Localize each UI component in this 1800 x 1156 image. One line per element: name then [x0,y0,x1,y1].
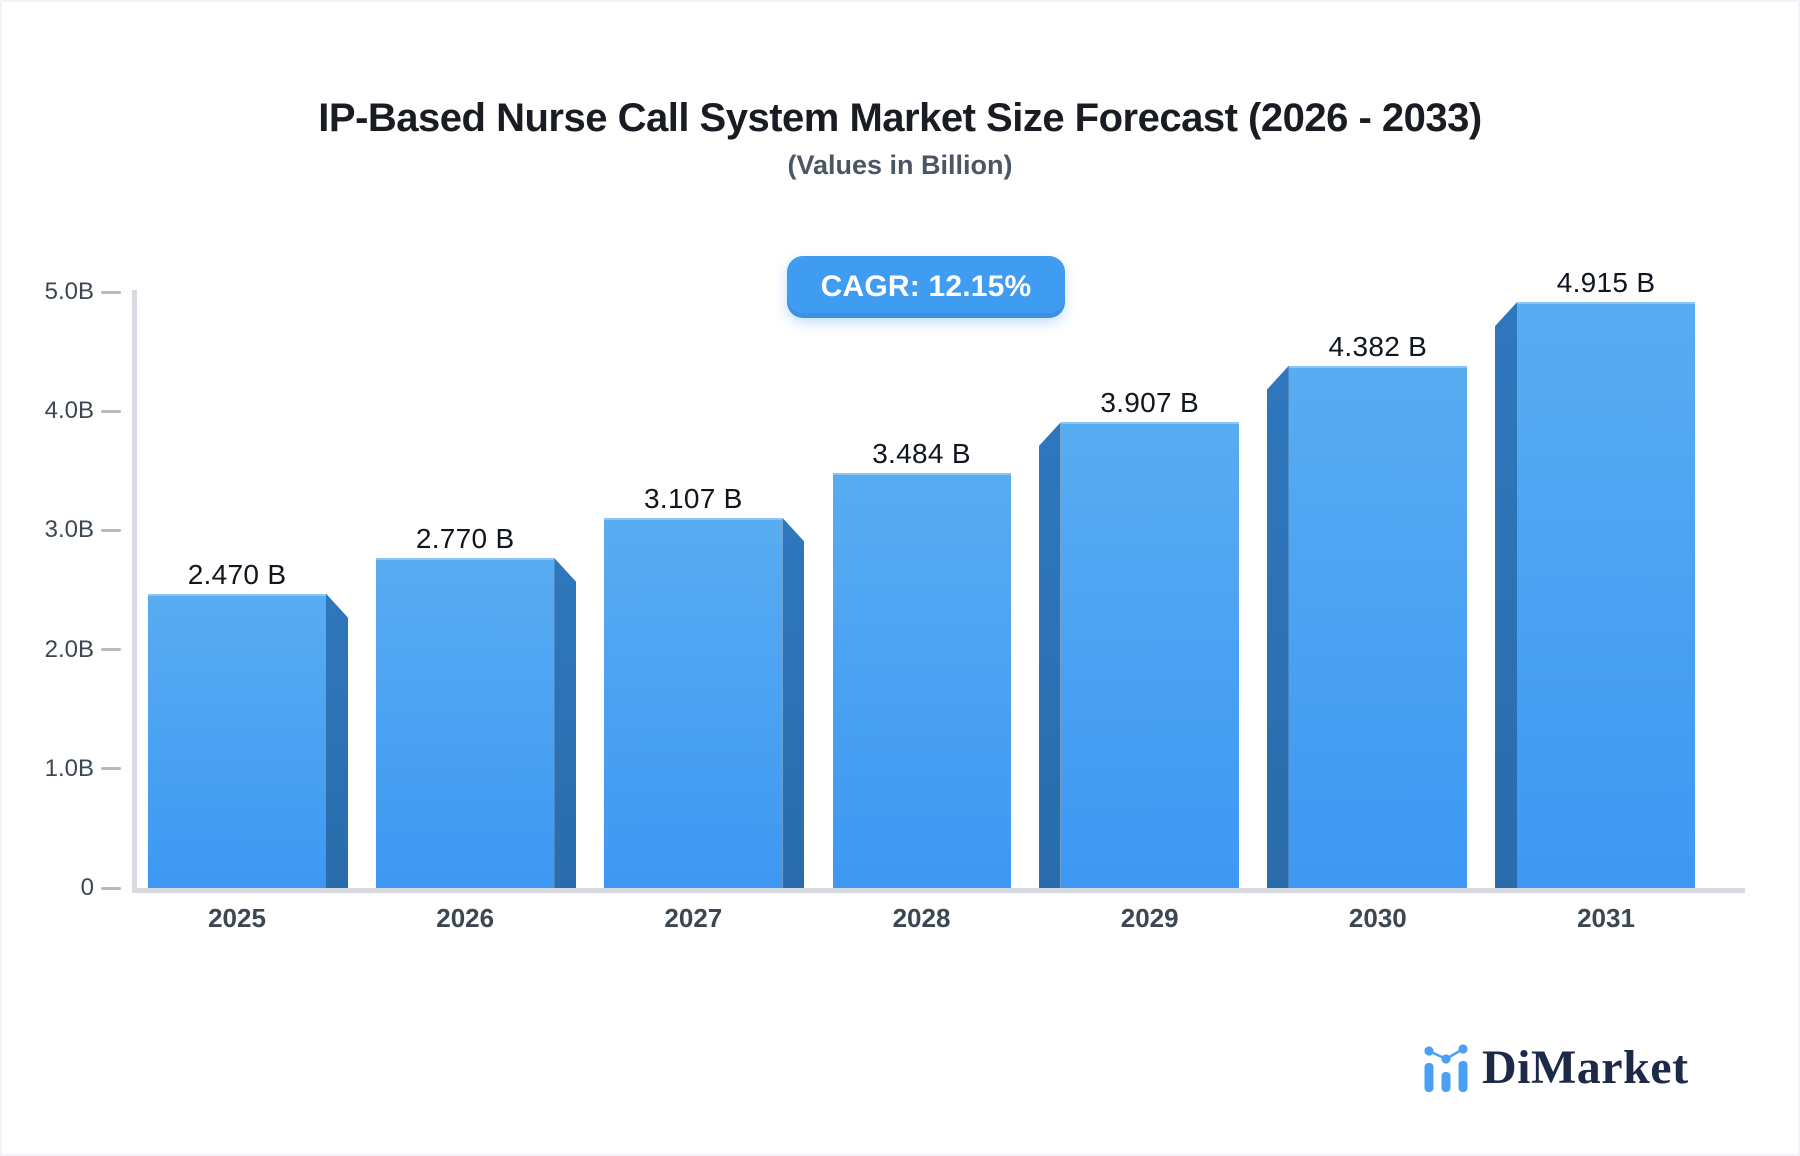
x-axis-label: 2026 [436,903,495,933]
y-tick-dash [101,409,121,413]
bar-value-label: 4.382 B [1328,330,1428,362]
y-tick-dash [101,767,121,771]
x-axis-label: 2029 [1120,903,1179,933]
y-axis-line [132,290,137,893]
x-axis-label: 2025 [208,903,266,933]
y-tick-label: 1.0B [44,754,94,782]
x-axis-label: 2028 [892,903,951,933]
bar-side-face [554,557,577,888]
bar [376,557,555,888]
bar [1288,365,1467,888]
brand-logo-text: DiMarket [1482,1041,1689,1094]
y-tick-label: 2.0B [44,635,94,663]
bar-side-face [782,517,805,888]
y-tick-dash [101,648,121,652]
y-tick-dash [101,886,121,890]
bar-value-label: 2.470 B [187,558,287,590]
y-tick-label: 4.0B [44,397,94,425]
bar-side-face [326,593,348,888]
y-tick-label: 0 [80,874,94,901]
x-axis-label: 2031 [1577,903,1635,933]
bar-chart-dots-icon [1422,1042,1470,1094]
chart-title: IP-Based Nurse Call System Market Size F… [318,96,1482,140]
bar-value-label: 3.907 B [1100,387,1199,419]
bar [604,517,783,888]
bar [1517,302,1696,888]
cagr-badge: CAGR: 12.15% [787,256,1065,318]
bar-value-label: 3.107 B [644,482,743,514]
x-axis-label: 2027 [664,903,723,933]
brand-logo: DiMarket [1422,1042,1689,1094]
y-tick-label: 5.0B [44,278,94,305]
y-tick-label: 3.0B [44,516,94,544]
bar [1060,422,1239,888]
y-tick-dash [101,528,121,532]
bar-value-label: 3.484 B [872,437,971,469]
bar [832,472,1011,888]
bar-side-face [1495,302,1518,888]
bar-side-face [1038,422,1061,888]
bar-value-label: 2.770 B [415,522,515,554]
y-tick-dash [101,290,121,294]
bar [148,593,326,888]
chart-subtitle: (Values in Billion) [787,150,1013,180]
x-axis-baseline [132,888,1745,893]
bar-value-label: 4.915 B [1556,267,1656,299]
bar-side-face [1266,365,1289,888]
x-axis-label: 2030 [1348,903,1407,933]
